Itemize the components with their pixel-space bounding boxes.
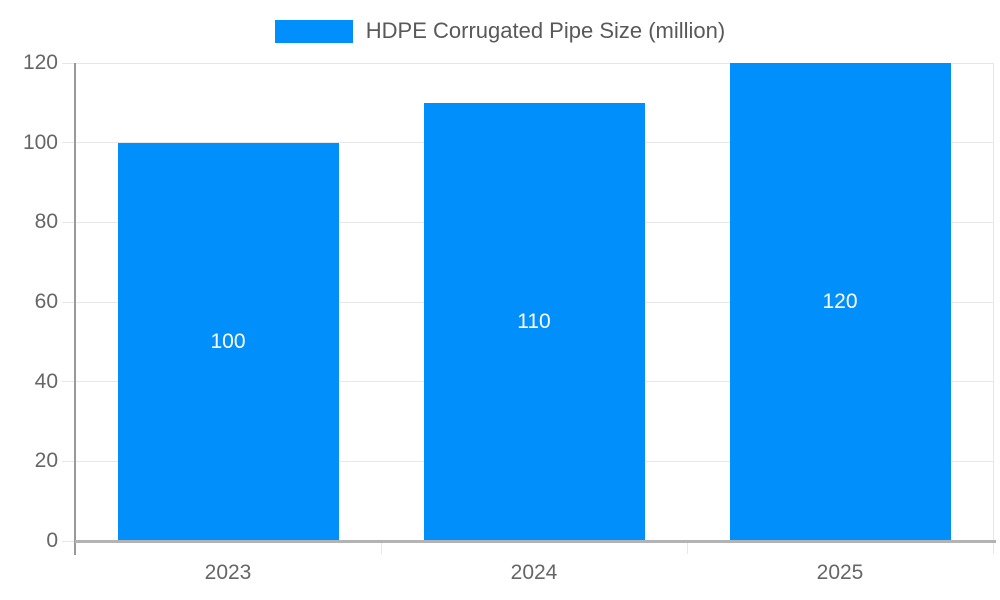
bar-value-label: 120 — [822, 290, 858, 313]
y-axis-tick — [62, 540, 75, 542]
bar-value-label: 110 — [517, 309, 551, 333]
x-tick-label: 2024 — [510, 561, 558, 584]
x-tick-label: 2023 — [204, 561, 252, 584]
legend-label: HDPE Corrugated Pipe Size (million) — [365, 18, 726, 43]
bar-value-label: 100 — [210, 329, 246, 353]
y-axis-tick — [62, 301, 75, 303]
chart-legend[interactable]: HDPE Corrugated Pipe Size (million) — [0, 19, 1000, 43]
y-tick-label: 80 — [34, 210, 58, 234]
y-axis-tick — [62, 460, 75, 462]
x-tick-label: 2025 — [816, 561, 864, 584]
bar[interactable] — [117, 142, 339, 541]
plot-right-border — [993, 63, 994, 541]
y-tick-label: 100 — [22, 130, 58, 154]
x-axis-tick — [381, 541, 382, 554]
y-axis-tick — [62, 381, 75, 383]
y-tick-label: 40 — [34, 369, 58, 393]
y-axis-tick — [62, 142, 75, 144]
grid-line — [75, 62, 993, 64]
y-tick-label: 60 — [34, 290, 58, 313]
x-axis-line — [75, 539, 996, 543]
y-axis-tick — [62, 62, 75, 64]
y-tick-label: 20 — [34, 449, 58, 473]
y-axis-tick — [62, 221, 75, 223]
bar[interactable] — [423, 102, 645, 541]
bar[interactable] — [729, 63, 951, 541]
x-axis-tick — [687, 541, 688, 554]
x-axis-tick — [993, 541, 994, 554]
legend-swatch[interactable] — [274, 19, 353, 43]
y-axis-line — [74, 63, 76, 555]
y-tick-label: 120 — [22, 51, 58, 74]
y-tick-label: 0 — [46, 529, 58, 552]
